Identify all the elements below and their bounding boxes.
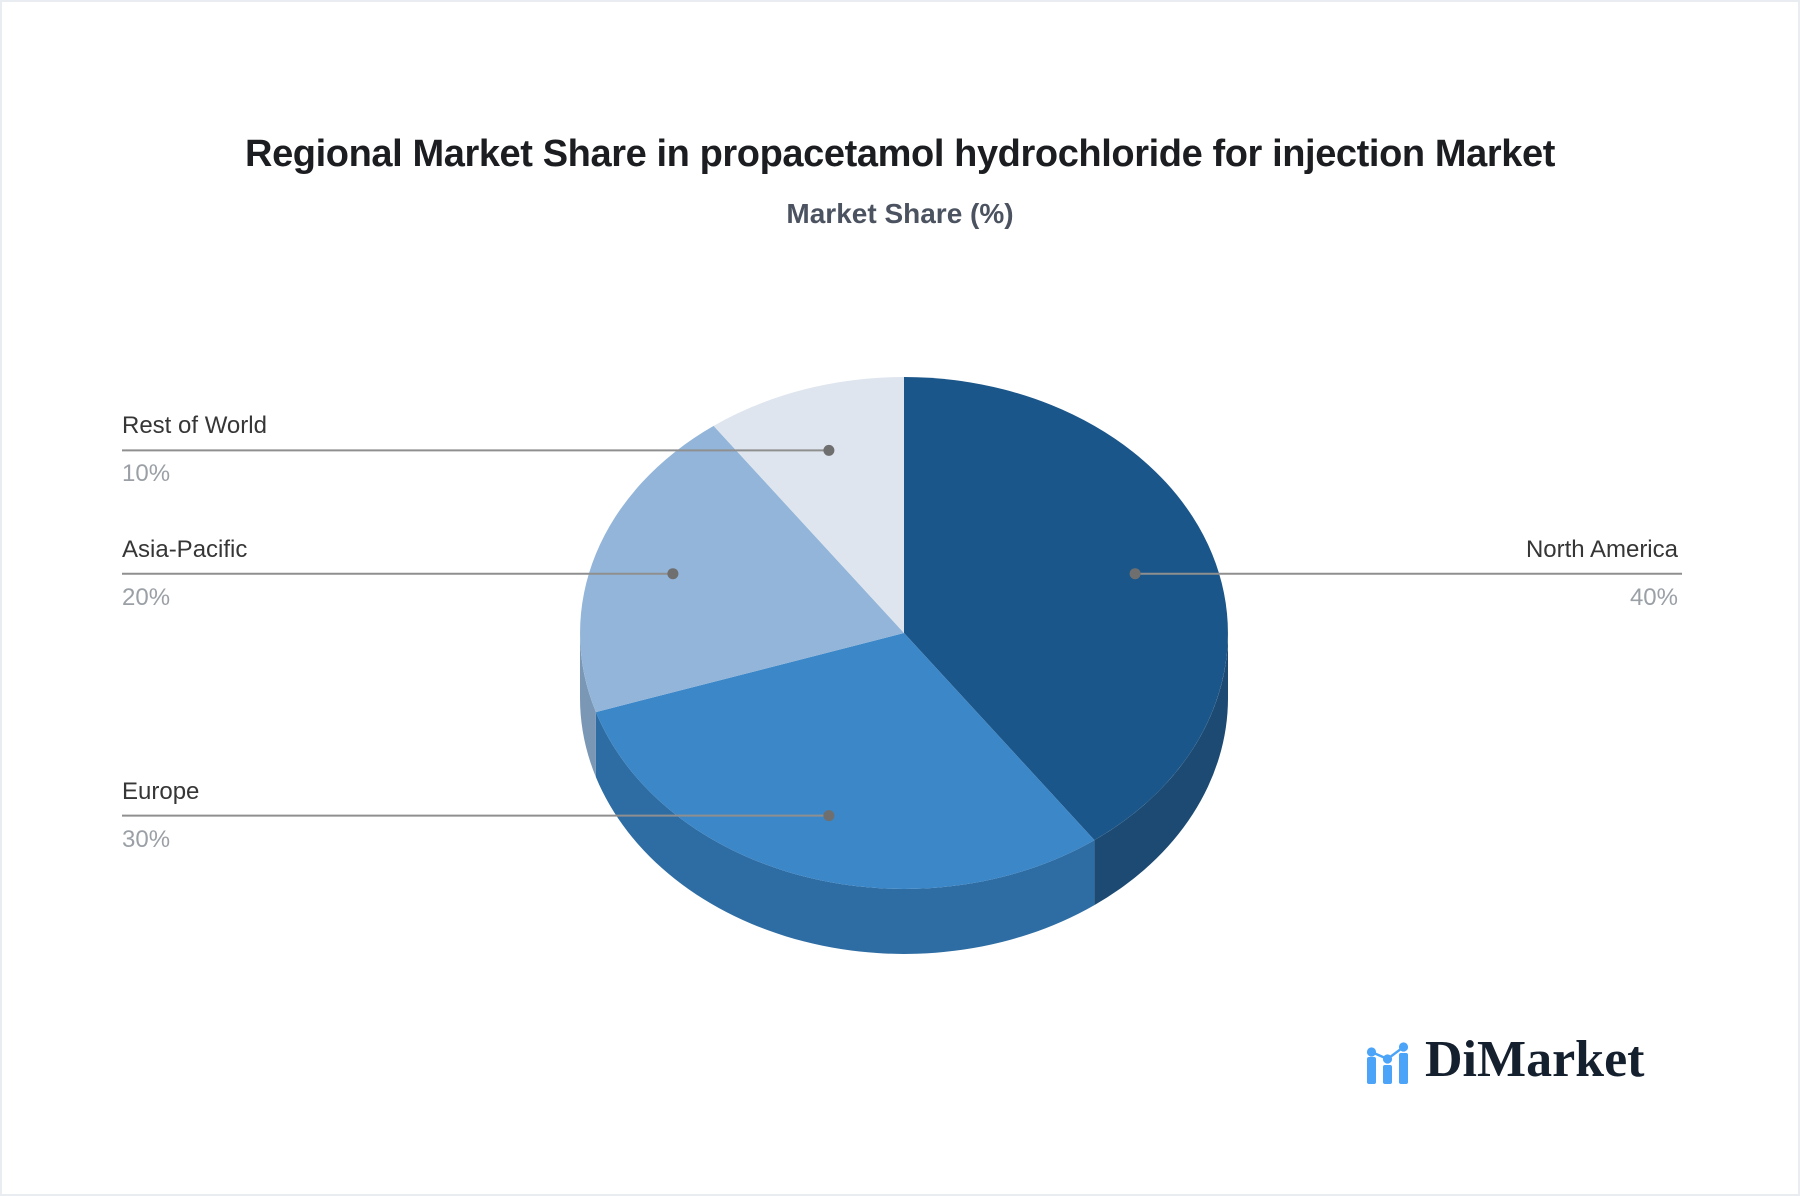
pie-slice-asia-pacific[interactable] — [580, 425, 904, 713]
callout-dot-north-america — [1129, 568, 1141, 580]
callout-dot-rest-of-world — [823, 444, 835, 456]
bar-line-chart-icon — [1366, 1042, 1409, 1084]
pie-slice-side-north-america — [1094, 633, 1228, 906]
chart-subtitle: Market Share (%) — [786, 198, 1014, 229]
pie-slice-side-asia-pacific — [580, 633, 596, 778]
pie-slice-side-europe — [595, 712, 1095, 954]
brand-name: DiMarket — [1425, 1031, 1645, 1088]
callout-dot-europe — [823, 810, 835, 822]
pie-slice-north-america[interactable] — [904, 377, 1228, 841]
chart-title: Regional Market Share in propacetamol hy… — [245, 133, 1555, 175]
callout-dot-asia-pacific — [667, 568, 679, 580]
pie-slice-rest-of-world[interactable] — [713, 377, 904, 633]
pie-slice-europe[interactable] — [595, 633, 1095, 889]
brand-logo: DiMarket — [1365, 1030, 1644, 1090]
